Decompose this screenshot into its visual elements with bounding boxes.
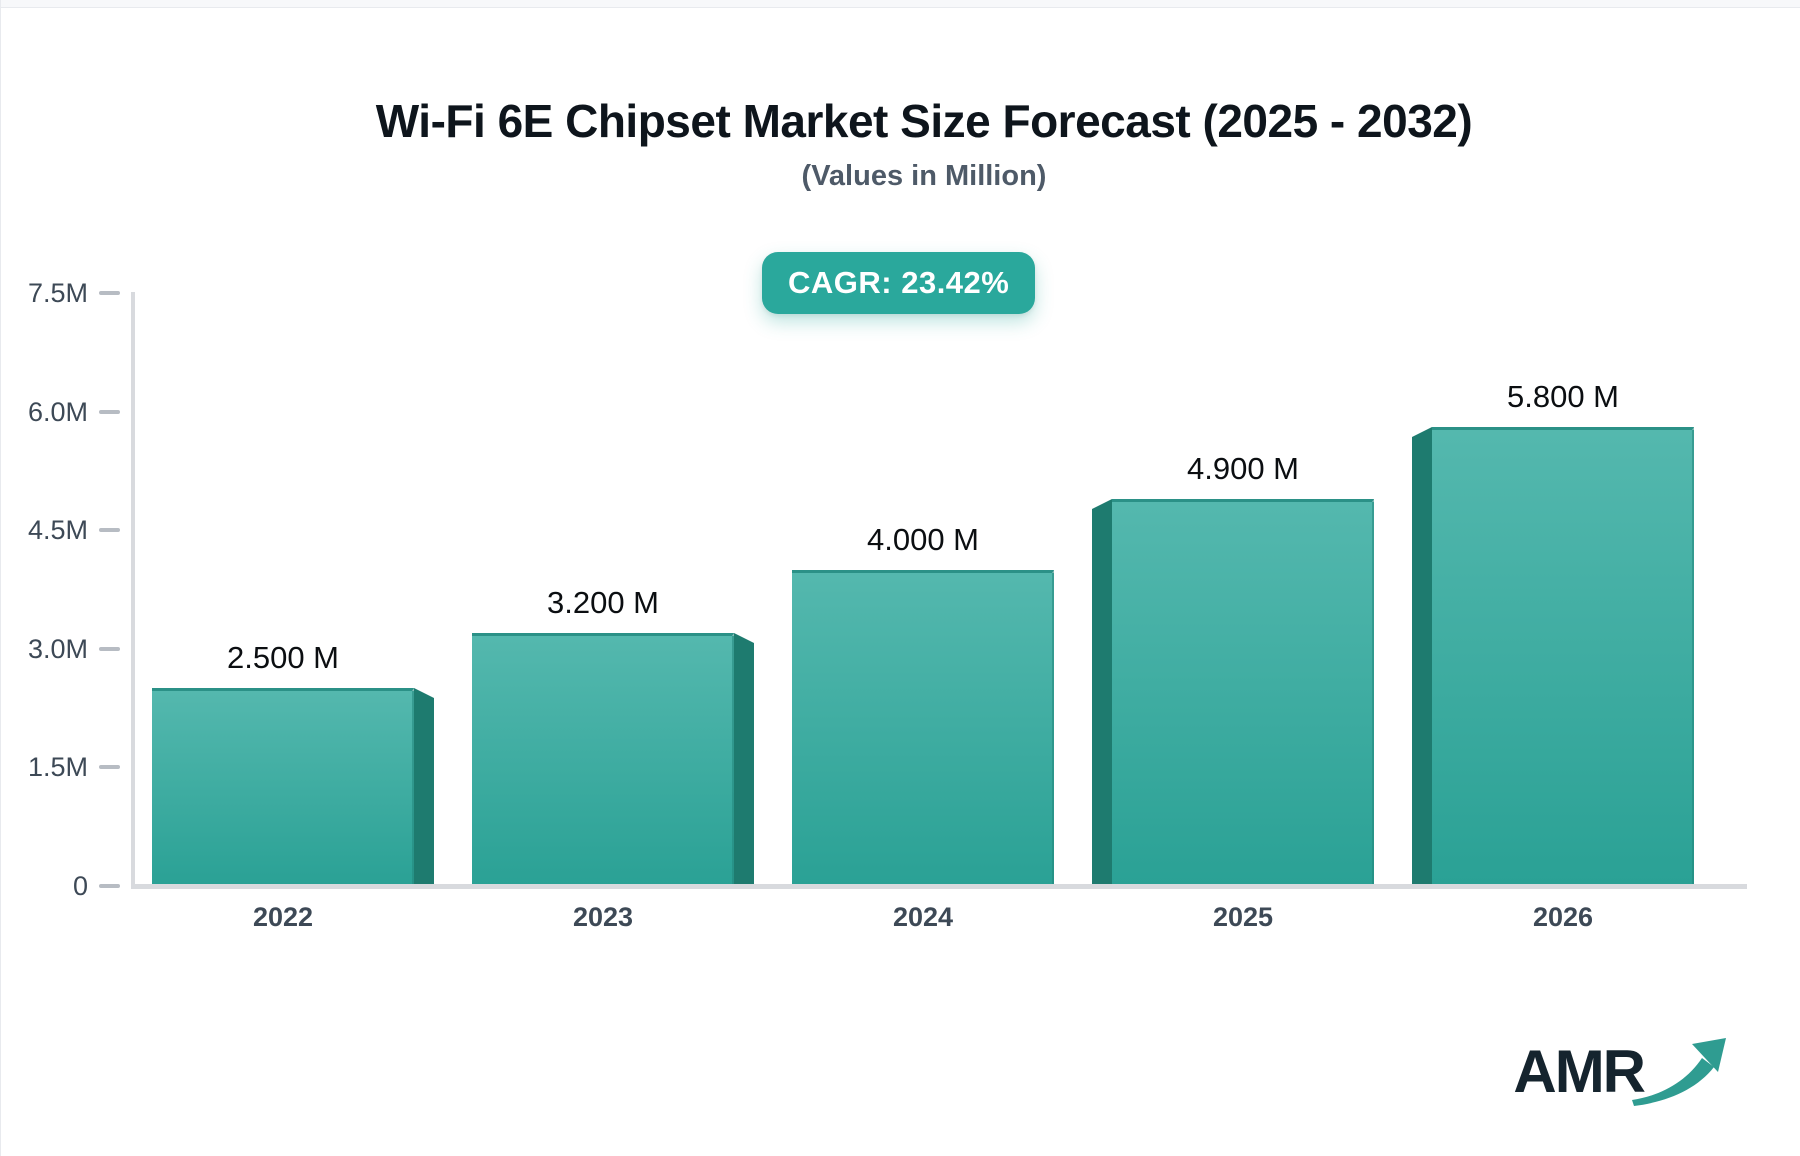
y-tick-mark — [99, 646, 120, 651]
x-tick-label-2025: 2025 — [1212, 902, 1274, 932]
y-tick-label-6.0M: 6.0M — [27, 396, 88, 427]
bar-2025 — [1112, 499, 1374, 886]
x-tick-label-2023: 2023 — [572, 902, 634, 932]
amr-logo: AMR — [1513, 1038, 1734, 1108]
bar-side-2025 — [1092, 499, 1112, 886]
y-tick-label-1.5M: 1.5M — [27, 752, 88, 783]
y-tick-mark — [99, 291, 120, 295]
amr-logo-text: AMR — [1513, 1038, 1646, 1105]
chart-title: Wi-Fi 6E Chipset Market Size Forecast (2… — [375, 95, 1473, 147]
bar-2022 — [152, 688, 414, 886]
bar-side-2026 — [1412, 427, 1432, 886]
bar-value-label-2022: 2.500 M — [226, 640, 339, 675]
bar-value-label-2025: 4.900 M — [1186, 451, 1299, 486]
y-tick-mark — [99, 884, 120, 888]
bar-2024 — [792, 570, 1054, 886]
bar-side-2022 — [414, 688, 434, 886]
y-tick-label-3.0M: 3.0M — [27, 633, 88, 664]
y-tick-mark — [99, 409, 120, 414]
bar-value-label-2026: 5.800 M — [1506, 379, 1619, 414]
bar-value-label-2023: 3.200 M — [546, 585, 659, 620]
left-hairline — [0, 0, 1, 1156]
y-tick-mark — [99, 528, 120, 533]
y-tick-mark — [99, 765, 120, 770]
y-tick-label-7.5M: 7.5M — [27, 278, 88, 308]
x-axis-line — [131, 884, 1747, 889]
bar-2026 — [1432, 427, 1694, 886]
top-hairline — [0, 0, 1800, 8]
x-tick-label-2024: 2024 — [892, 902, 954, 932]
growth-arrow-icon — [1632, 1038, 1726, 1106]
bar-side-2023 — [734, 633, 754, 886]
chart-subtitle: (Values in Million) — [801, 160, 1047, 192]
bar-2023 — [472, 633, 734, 886]
y-tick-label-0: 0 — [72, 871, 88, 901]
x-tick-label-2026: 2026 — [1532, 902, 1594, 932]
y-axis-line — [131, 292, 135, 886]
cagr-badge: CAGR: 23.42% — [762, 252, 1036, 314]
y-tick-label-4.5M: 4.5M — [27, 515, 88, 546]
x-tick-label-2022: 2022 — [252, 902, 314, 932]
bar-value-label-2024: 4.000 M — [866, 522, 979, 557]
